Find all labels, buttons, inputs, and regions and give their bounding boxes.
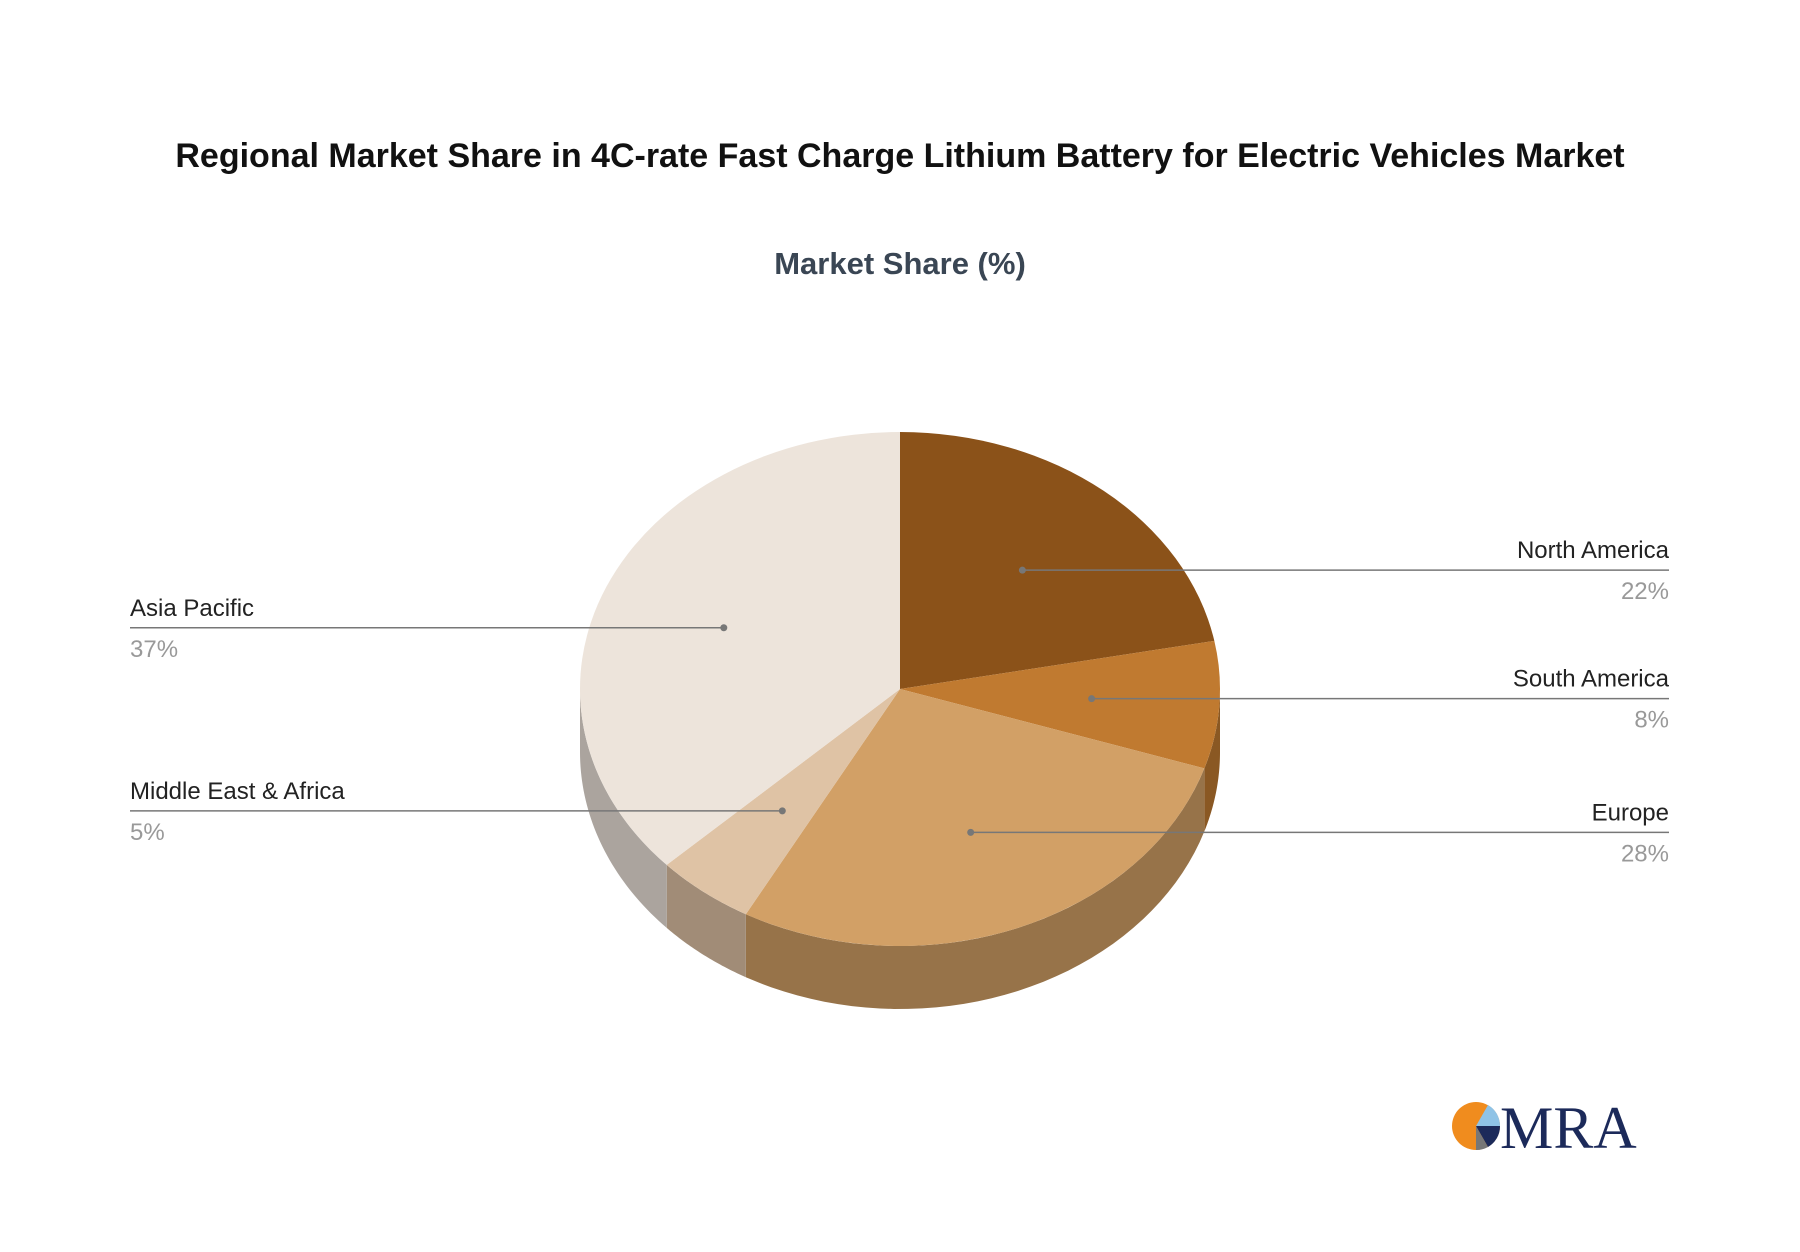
legend-label: Middle East & Africa [130,778,345,805]
pie-slice [900,640,1221,769]
legend-label: North America [1517,537,1670,564]
data-label: 8% [1634,707,1669,734]
logo-text: MRA [1500,1095,1637,1161]
leader-dot [778,807,786,815]
pie-slice [745,689,1205,946]
pie-slice-side [745,768,1205,1009]
data-label: 22% [1621,578,1669,605]
data-label: 28% [1621,840,1669,867]
chart-subtitle: Market Share (%) [774,246,1026,281]
pie-slice-side [1204,689,1220,832]
legend-label: South America [1513,666,1670,693]
pie-slice-side [666,864,746,978]
legend-label: Europe [1592,799,1669,826]
pie-slice-side [580,689,667,928]
leader-dot [1088,695,1096,703]
pie-slice [900,432,1215,689]
leader-dot [720,624,728,632]
legend-label: Asia Pacific [130,595,254,622]
pie-slice [580,432,900,865]
pie-slice [666,689,900,915]
leader-dot [1018,566,1026,574]
logo-icon [1452,1102,1501,1151]
chart-title: Regional Market Share in 4C-rate Fast Ch… [175,137,1625,175]
data-label: 37% [130,636,178,663]
leader-dot [967,828,975,836]
data-label: 5% [130,819,165,846]
